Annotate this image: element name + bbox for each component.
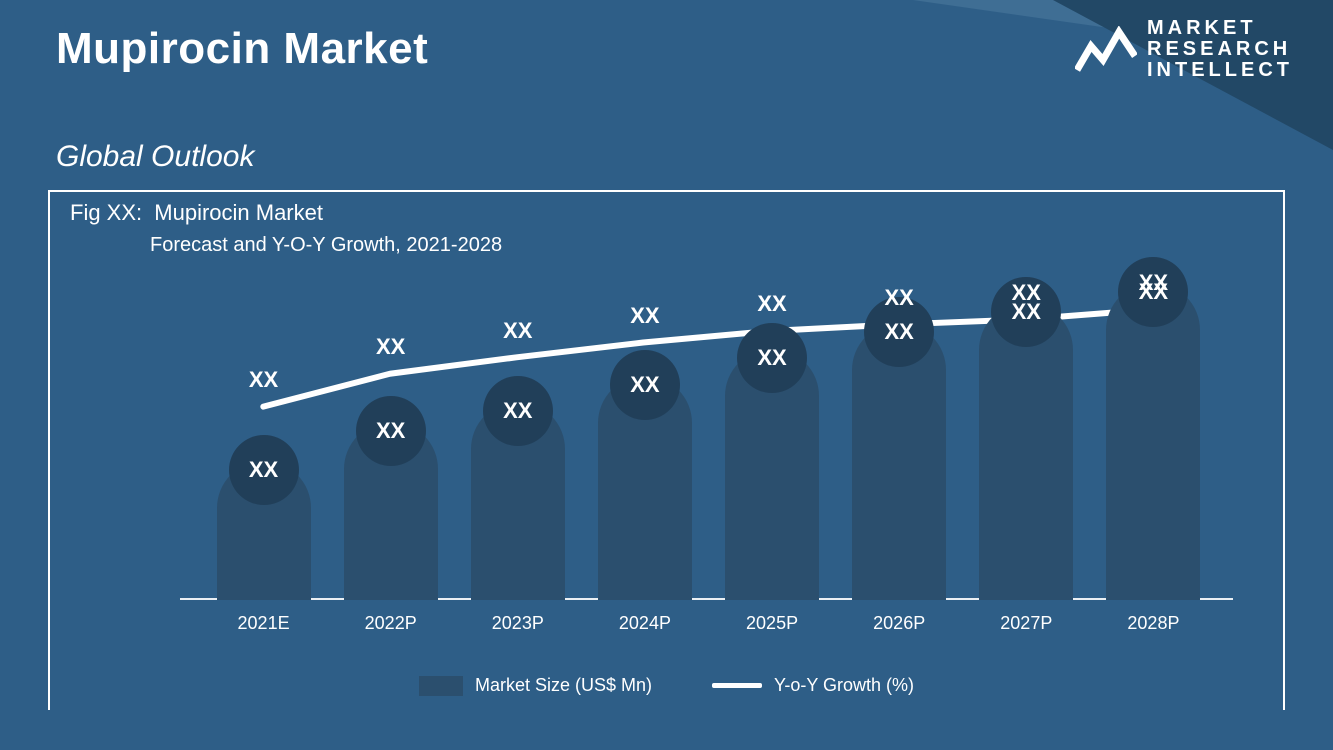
chart-frame: Fig XX: Mupirocin Market Forecast and Y-… [48, 190, 1285, 710]
legend-item-bar: Market Size (US$ Mn) [419, 675, 652, 696]
logo-text-2: RESEARCH [1147, 39, 1293, 60]
chart-plot-area: XXXX2021EXXXX2022PXXXX2023PXXXX2024PXXXX… [200, 262, 1213, 600]
x-axis-tick: 2023P [492, 613, 544, 634]
legend-swatch-bar-icon [419, 676, 463, 696]
bar-value-label: XX [229, 435, 299, 505]
line-value-label: XX [1012, 280, 1041, 306]
section-subtitle: Global Outlook [56, 140, 254, 174]
legend-swatch-line-icon [712, 683, 762, 688]
chart-bar [979, 303, 1073, 600]
figure-label: Fig XX: [70, 200, 142, 225]
x-axis-tick: 2022P [365, 613, 417, 634]
logo-text-3: INTELLECT [1147, 60, 1293, 81]
legend-item-line: Y-o-Y Growth (%) [712, 675, 914, 696]
logo-text-1: MARKET [1147, 18, 1293, 39]
line-value-label: XX [1139, 270, 1168, 296]
chart-legend: Market Size (US$ Mn) Y-o-Y Growth (%) [50, 675, 1283, 696]
x-axis-tick: 2027P [1000, 613, 1052, 634]
page-title: Mupirocin Market [56, 24, 428, 74]
chart-bar [1106, 283, 1200, 600]
x-axis-tick: 2021E [238, 613, 290, 634]
line-value-label: XX [376, 334, 405, 360]
bar-value-label: XX [483, 376, 553, 446]
legend-label-line: Y-o-Y Growth (%) [774, 675, 914, 696]
bar-value-label: XX [356, 396, 426, 466]
line-value-label: XX [249, 367, 278, 393]
figure-title: Mupirocin Market [154, 200, 323, 225]
line-value-label: XX [503, 318, 532, 344]
logo-mark-icon [1075, 26, 1137, 74]
figure-header: Fig XX: Mupirocin Market [70, 200, 323, 226]
x-axis-tick: 2026P [873, 613, 925, 634]
line-value-label: XX [757, 291, 786, 317]
legend-label-bar: Market Size (US$ Mn) [475, 675, 652, 696]
line-value-label: XX [630, 303, 659, 329]
chart-baseline [180, 598, 1233, 600]
bar-value-label: XX [610, 350, 680, 420]
x-axis-tick: 2028P [1127, 613, 1179, 634]
line-value-label: XX [885, 285, 914, 311]
x-axis-tick: 2024P [619, 613, 671, 634]
figure-subtitle: Forecast and Y-O-Y Growth, 2021-2028 [150, 234, 502, 257]
brand-logo: MARKET RESEARCH INTELLECT [1075, 18, 1293, 81]
bar-value-label: XX [737, 323, 807, 393]
x-axis-tick: 2025P [746, 613, 798, 634]
